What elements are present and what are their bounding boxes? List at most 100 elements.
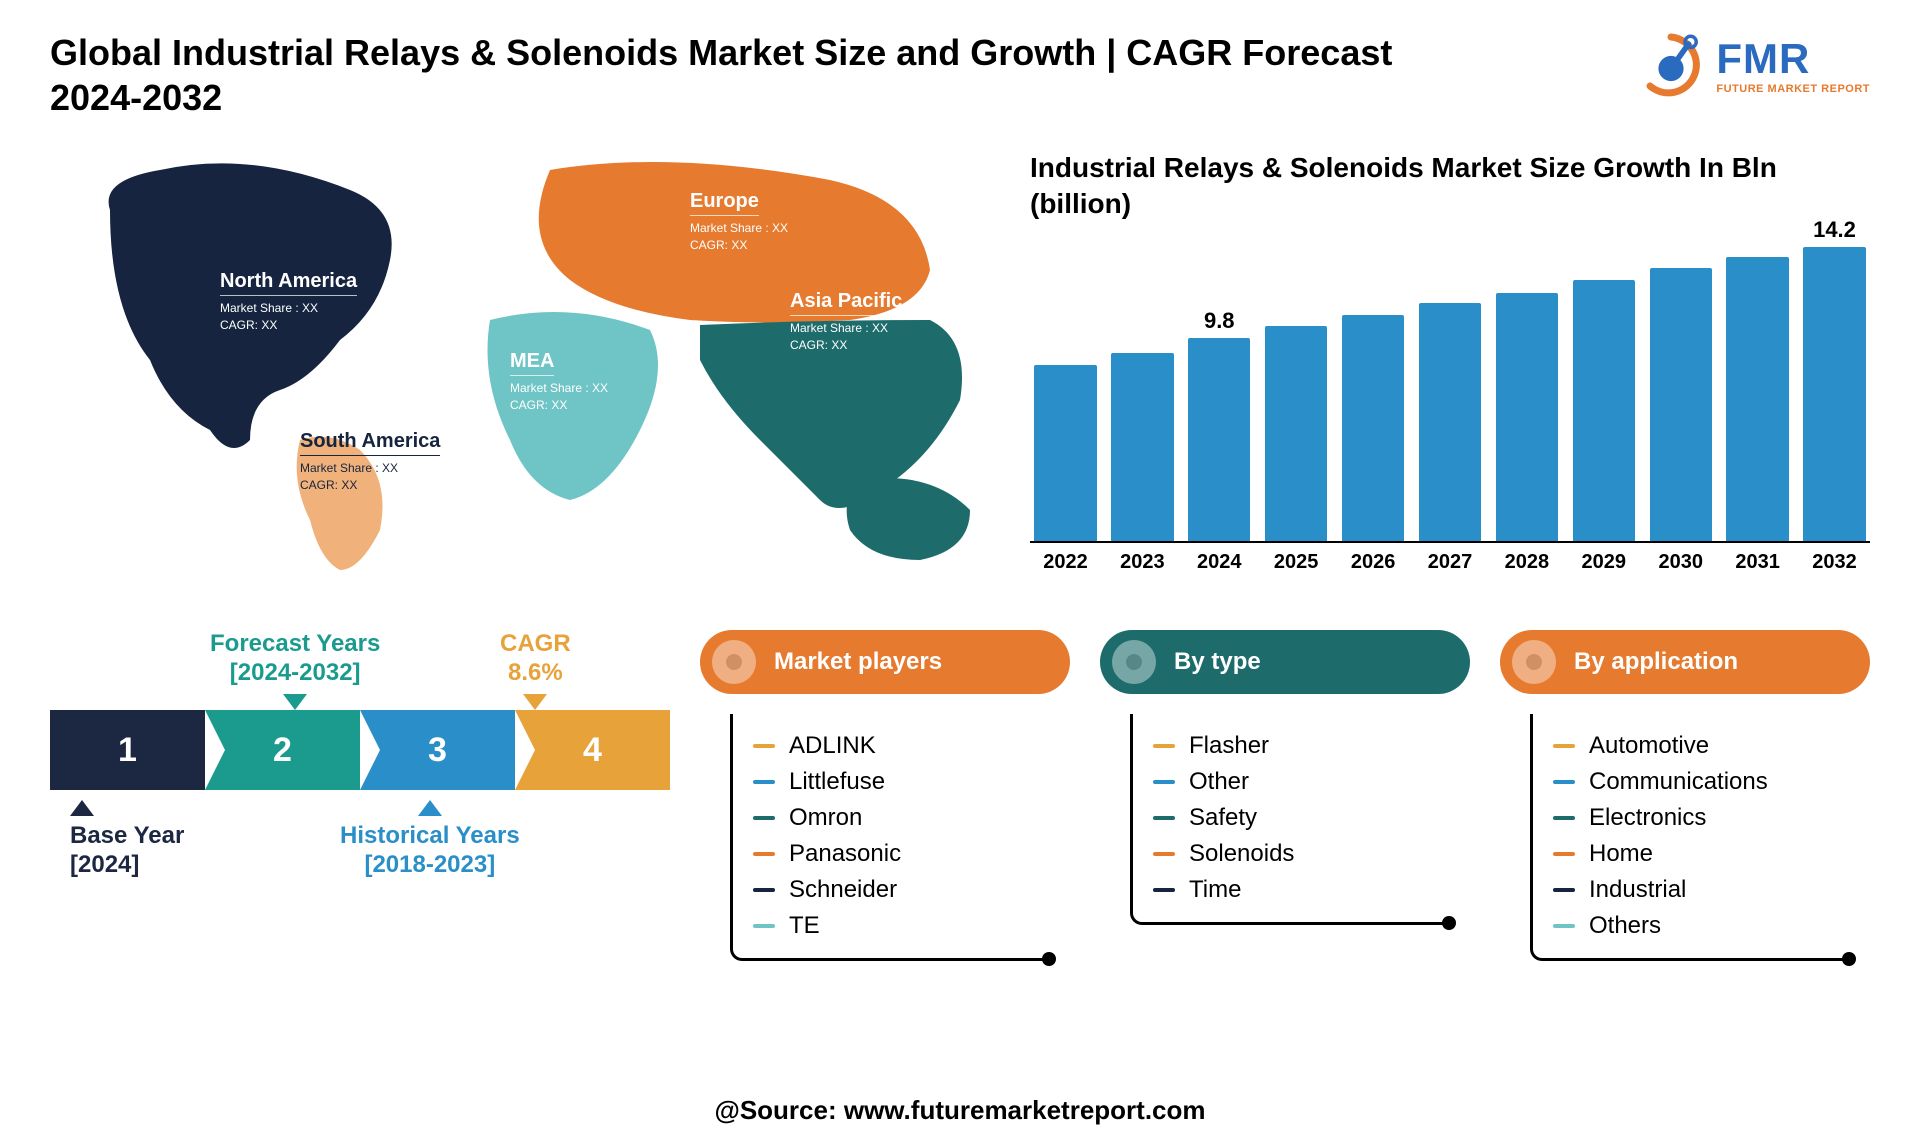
forecast-range: [2024-2032]: [230, 659, 361, 686]
bar-col: [1491, 293, 1562, 541]
region-name: Asia Pacific: [790, 290, 902, 316]
list-item-text: Littlefuse: [789, 768, 885, 796]
list-item-text: Flasher: [1189, 732, 1269, 760]
pill-title: By application: [1574, 648, 1738, 676]
list-item-text: Omron: [789, 804, 862, 832]
bar: 14.2: [1803, 247, 1865, 541]
tick-icon: [1553, 924, 1575, 928]
list-item: Littlefuse: [753, 768, 1050, 796]
tick-icon: [1153, 780, 1175, 784]
triangle-down-icon: [523, 694, 547, 710]
tick-icon: [1553, 852, 1575, 856]
header: Global Industrial Relays & Solenoids Mar…: [50, 30, 1870, 120]
x-tick: 2032: [1799, 551, 1870, 574]
bar-col: 9.8: [1184, 338, 1255, 541]
pill-dot-icon: [1512, 640, 1556, 684]
pill-dot-icon: [712, 640, 756, 684]
chart-title: Industrial Relays & Solenoids Market Siz…: [1030, 150, 1870, 223]
tick-icon: [753, 744, 775, 748]
tick-icon: [1553, 816, 1575, 820]
base-year-label: Base Year[2024]: [70, 800, 184, 880]
list-item: Panasonic: [753, 840, 1050, 868]
tick-icon: [1153, 888, 1175, 892]
list-item: Time: [1153, 876, 1450, 904]
list-box: ADLINK Littlefuse Omron Panasonic Schneider T…: [730, 714, 1050, 961]
region-australia: [847, 478, 970, 560]
list-item: Schneider: [753, 876, 1050, 904]
list-item-text: ADLINK: [789, 732, 876, 760]
region-share: Market Share : XX: [790, 320, 902, 337]
bar-col: [1415, 303, 1486, 541]
pill-title: By type: [1174, 648, 1261, 676]
pill-header: Market players: [700, 630, 1070, 694]
forecast-label: Forecast Years[2024-2032]: [210, 630, 380, 710]
list-item: Flasher: [1153, 732, 1450, 760]
bar: 9.8: [1188, 338, 1250, 541]
bar-col: 14.2: [1799, 247, 1870, 541]
historical-range: [2018-2023]: [364, 851, 495, 878]
list-item-text: Solenoids: [1189, 840, 1294, 868]
tick-icon: [1553, 888, 1575, 892]
region-cagr: CAGR: XX: [300, 477, 440, 494]
list-item: Industrial: [1553, 876, 1850, 904]
pill-header: By type: [1100, 630, 1470, 694]
bar-value-label: 14.2: [1813, 217, 1856, 243]
tick-icon: [753, 888, 775, 892]
triangle-up-icon: [70, 800, 94, 816]
pill-title: Market players: [774, 648, 942, 676]
triangle-down-icon: [283, 694, 307, 710]
bar-col: [1030, 365, 1101, 541]
logo-subtitle: FUTURE MARKET REPORT: [1716, 83, 1870, 95]
x-tick: 2027: [1415, 551, 1486, 574]
list-item-text: Home: [1589, 840, 1653, 868]
region-cagr: CAGR: XX: [220, 317, 357, 334]
region-name: Europe: [690, 190, 759, 216]
bar: [1265, 326, 1327, 541]
region-share: Market Share : XX: [510, 380, 608, 397]
pill-header: By application: [1500, 630, 1870, 694]
base-range: [2024]: [70, 851, 139, 878]
timeline-widget: Forecast Years[2024-2032] CAGR8.6% 1 2 3…: [50, 630, 670, 790]
timeline-seg-1: 1: [50, 710, 205, 790]
tick-icon: [753, 924, 775, 928]
pill-column: By applicationAutomotiveCommunicationsEl…: [1500, 630, 1870, 961]
bar-col: [1568, 280, 1639, 541]
region-label-south-america: South AmericaMarket Share : XXCAGR: XX: [300, 430, 440, 494]
list-item-text: TE: [789, 912, 820, 940]
x-tick: 2022: [1030, 551, 1101, 574]
x-tick: 2028: [1491, 551, 1562, 574]
list-item: Automotive: [1553, 732, 1850, 760]
region-cagr: CAGR: XX: [790, 337, 902, 354]
pill-column: Market players ADLINK Littlefuse Omron Panas…: [700, 630, 1070, 961]
bar: [1573, 280, 1635, 541]
list-item: Home: [1553, 840, 1850, 868]
list-item-text: Schneider: [789, 876, 897, 904]
bar-chart: Industrial Relays & Solenoids Market Siz…: [1030, 140, 1870, 580]
region-share: Market Share : XX: [300, 460, 440, 477]
logo-text: FMR FUTURE MARKET REPORT: [1716, 35, 1870, 95]
bar: [1034, 365, 1096, 541]
list-item: TE: [753, 912, 1050, 940]
timeline-seg-4: 4: [515, 710, 670, 790]
x-tick: 2023: [1107, 551, 1178, 574]
list-item: Other: [1153, 768, 1450, 796]
list-item-text: Others: [1589, 912, 1661, 940]
list-item-text: Communications: [1589, 768, 1768, 796]
list-box: AutomotiveCommunicationsElectronicsHomeI…: [1530, 714, 1850, 961]
list-item-text: Time: [1189, 876, 1241, 904]
cagr-label: CAGR8.6%: [500, 630, 571, 710]
tick-icon: [1553, 744, 1575, 748]
list-box: FlasherOtherSafetySolenoidsTime: [1130, 714, 1450, 925]
pill-dot-icon: [1112, 640, 1156, 684]
bar-col: [1645, 268, 1716, 541]
list-item: Omron: [753, 804, 1050, 832]
category-columns: Market players ADLINK Littlefuse Omron Panas…: [700, 630, 1870, 961]
tick-icon: [1153, 744, 1175, 748]
list-item-text: Automotive: [1589, 732, 1709, 760]
bar-col: [1261, 326, 1332, 541]
bar-value-label: 9.8: [1204, 308, 1235, 334]
tick-icon: [1553, 780, 1575, 784]
region-label-mea: MEAMarket Share : XXCAGR: XX: [510, 350, 608, 414]
upper-row: North AmericaMarket Share : XXCAGR: XXSo…: [50, 140, 1870, 580]
x-tick: 2024: [1184, 551, 1255, 574]
